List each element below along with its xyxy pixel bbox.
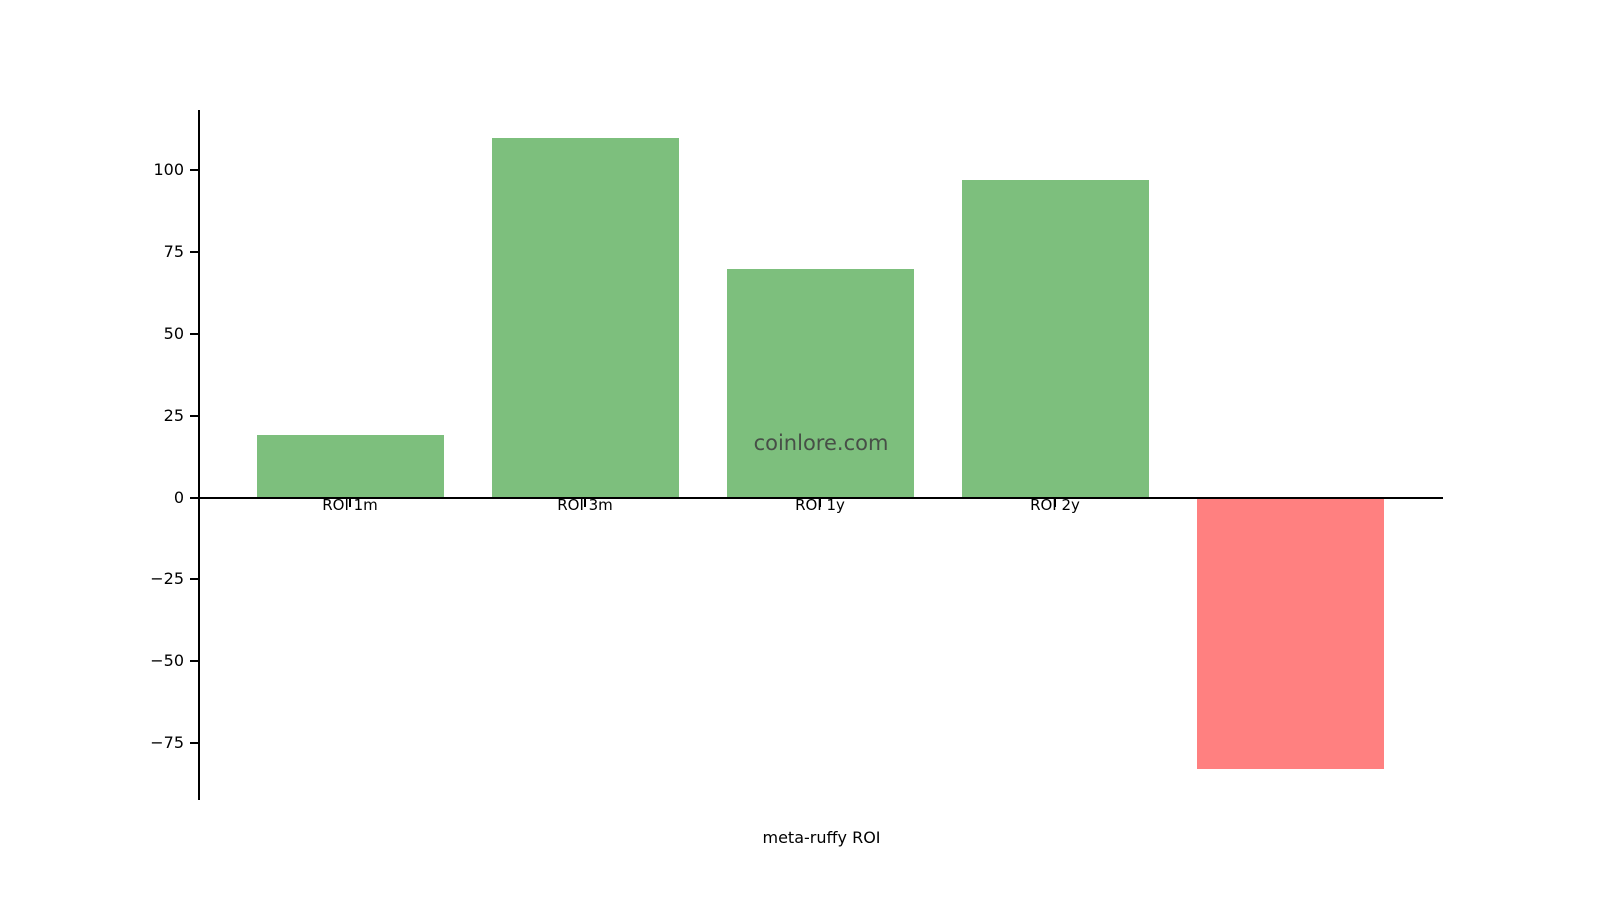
bar-roi-3m [491, 138, 679, 498]
y-tick-label: −50 [150, 651, 184, 670]
y-tick-label: 50 [163, 324, 184, 343]
bar-roi-2y [961, 180, 1149, 497]
x-tick-mark [584, 498, 586, 507]
y-tick-mark [190, 169, 198, 171]
y-tick-label: −75 [150, 733, 184, 752]
x-tick-label: ROI 1m [322, 496, 378, 514]
y-tick-mark [190, 497, 198, 499]
y-tick-label: 25 [163, 406, 184, 425]
y-tick-mark [190, 742, 198, 744]
y-tick-mark [190, 660, 198, 662]
bar-unlabeled-4 [1196, 498, 1384, 769]
y-tick-label: 0 [173, 488, 184, 507]
x-tick-mark [1054, 498, 1056, 507]
bar-roi-1m [256, 435, 444, 497]
y-tick-label: −25 [150, 569, 184, 588]
watermark-text: coinlore.com [753, 431, 889, 455]
x-tick-label: ROI 1y [795, 496, 845, 514]
y-tick-label: 75 [163, 242, 184, 261]
y-tick-label: 100 [153, 160, 184, 179]
y-tick-mark [190, 333, 198, 335]
x-tick-mark [819, 498, 821, 507]
x-axis-zero-line [200, 497, 1443, 499]
chart-xlabel: meta-ruffy ROI [762, 828, 881, 847]
y-tick-mark [190, 578, 198, 580]
bar-roi-1y [726, 269, 914, 498]
y-tick-mark [190, 415, 198, 417]
y-tick-mark [190, 251, 198, 253]
y-axis-line [198, 110, 200, 800]
x-tick-label: ROI 3m [557, 496, 613, 514]
x-tick-mark [349, 498, 351, 507]
x-tick-label: ROI 2y [1030, 496, 1080, 514]
